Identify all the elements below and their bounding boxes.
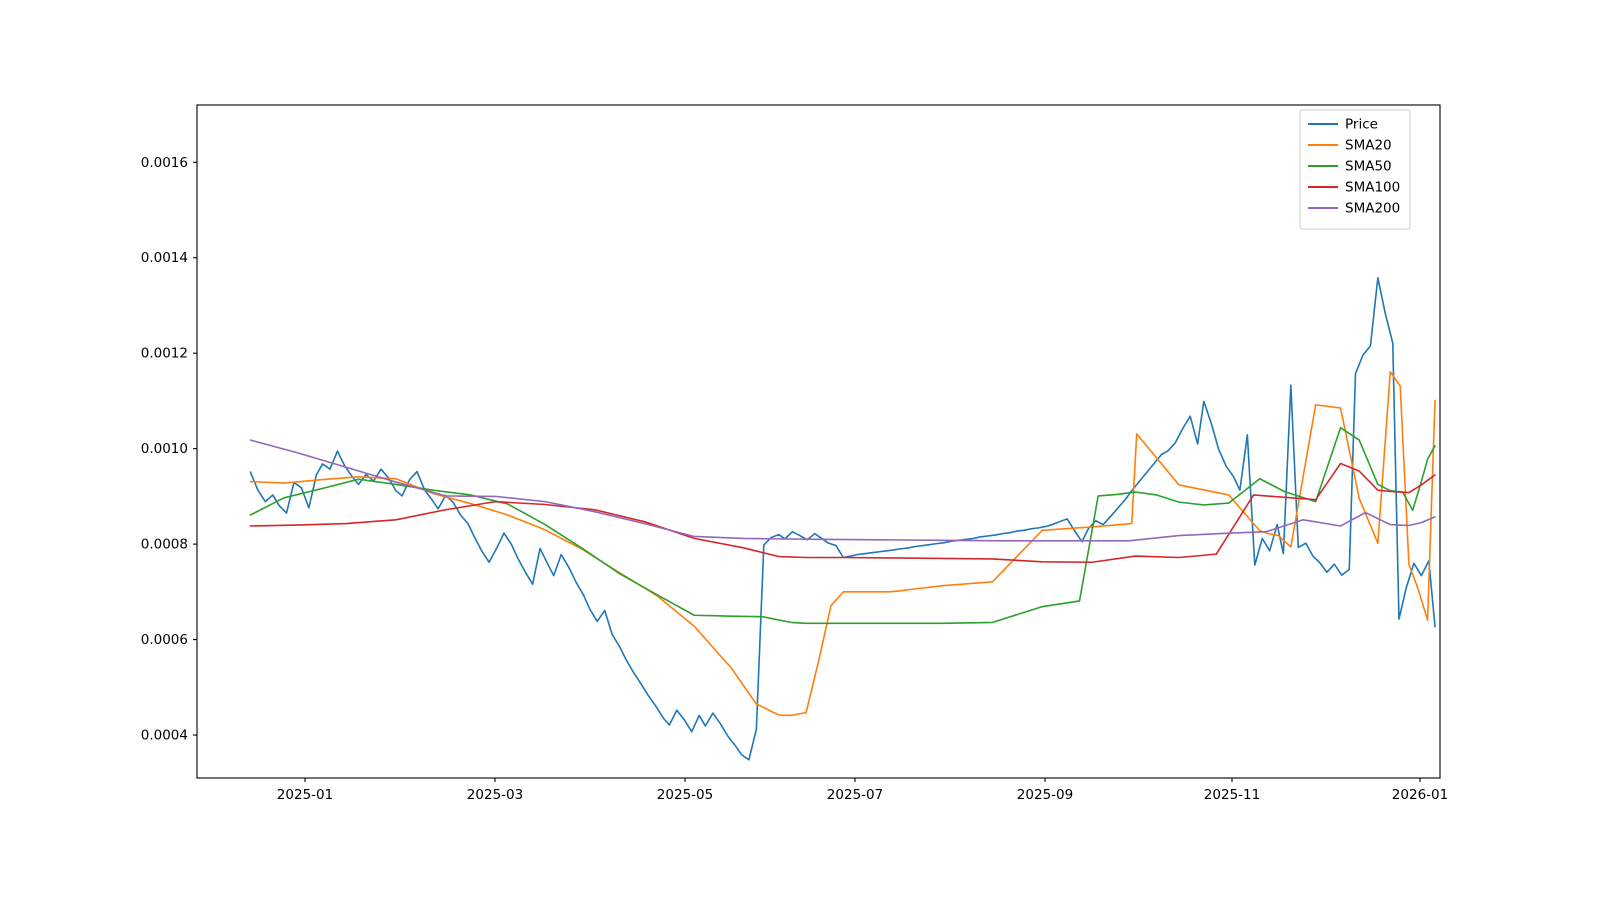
x-tick-label: 2025-09 [1017,787,1073,803]
legend-box [1299,109,1411,230]
series-line-sma200 [249,439,1436,542]
x-axis-ticks: 2025-01 2025-03 2025-05 2025-07 2025-09 2025-… [277,778,1448,803]
y-tick-label: 0.0004 [141,728,188,744]
y-axis-ticks: 0.0016 0.0014 0.0012 0.0010 0.0008 0.0006 0.00… [141,155,197,744]
y-tick-label: 0.0006 [141,632,188,648]
legend-label-sma200: SMA200 [1345,201,1400,217]
y-tick-label: 0.0014 [141,250,188,266]
axes-frame [196,104,1441,779]
legend-label-price: Price [1345,117,1378,133]
series-line-sma100 [249,462,1436,564]
x-tick-label: 2025-07 [827,787,883,803]
x-tick-label: 2025-03 [467,787,523,803]
legend-label-sma20: SMA20 [1345,138,1392,154]
x-tick-label: 2025-11 [1204,787,1260,803]
legend-label-sma50: SMA50 [1345,159,1392,175]
series-line-price [249,276,1436,761]
x-tick-label: 2025-01 [277,787,333,803]
y-tick-label: 0.0016 [141,155,188,171]
x-tick-label: 2025-05 [657,787,713,803]
series-lines [249,276,1436,761]
legend-label-sma100: SMA100 [1345,180,1400,196]
series-line-sma50 [249,426,1436,625]
chart-legend: Price SMA20 SMA50 SMA100 SMA200 [1299,109,1411,230]
x-tick-label: 2026-01 [1392,787,1448,803]
series-line-sma20 [249,371,1436,717]
y-tick-label: 0.0008 [141,537,188,553]
y-tick-label: 0.0012 [141,346,188,362]
y-tick-label: 0.0010 [141,441,188,457]
